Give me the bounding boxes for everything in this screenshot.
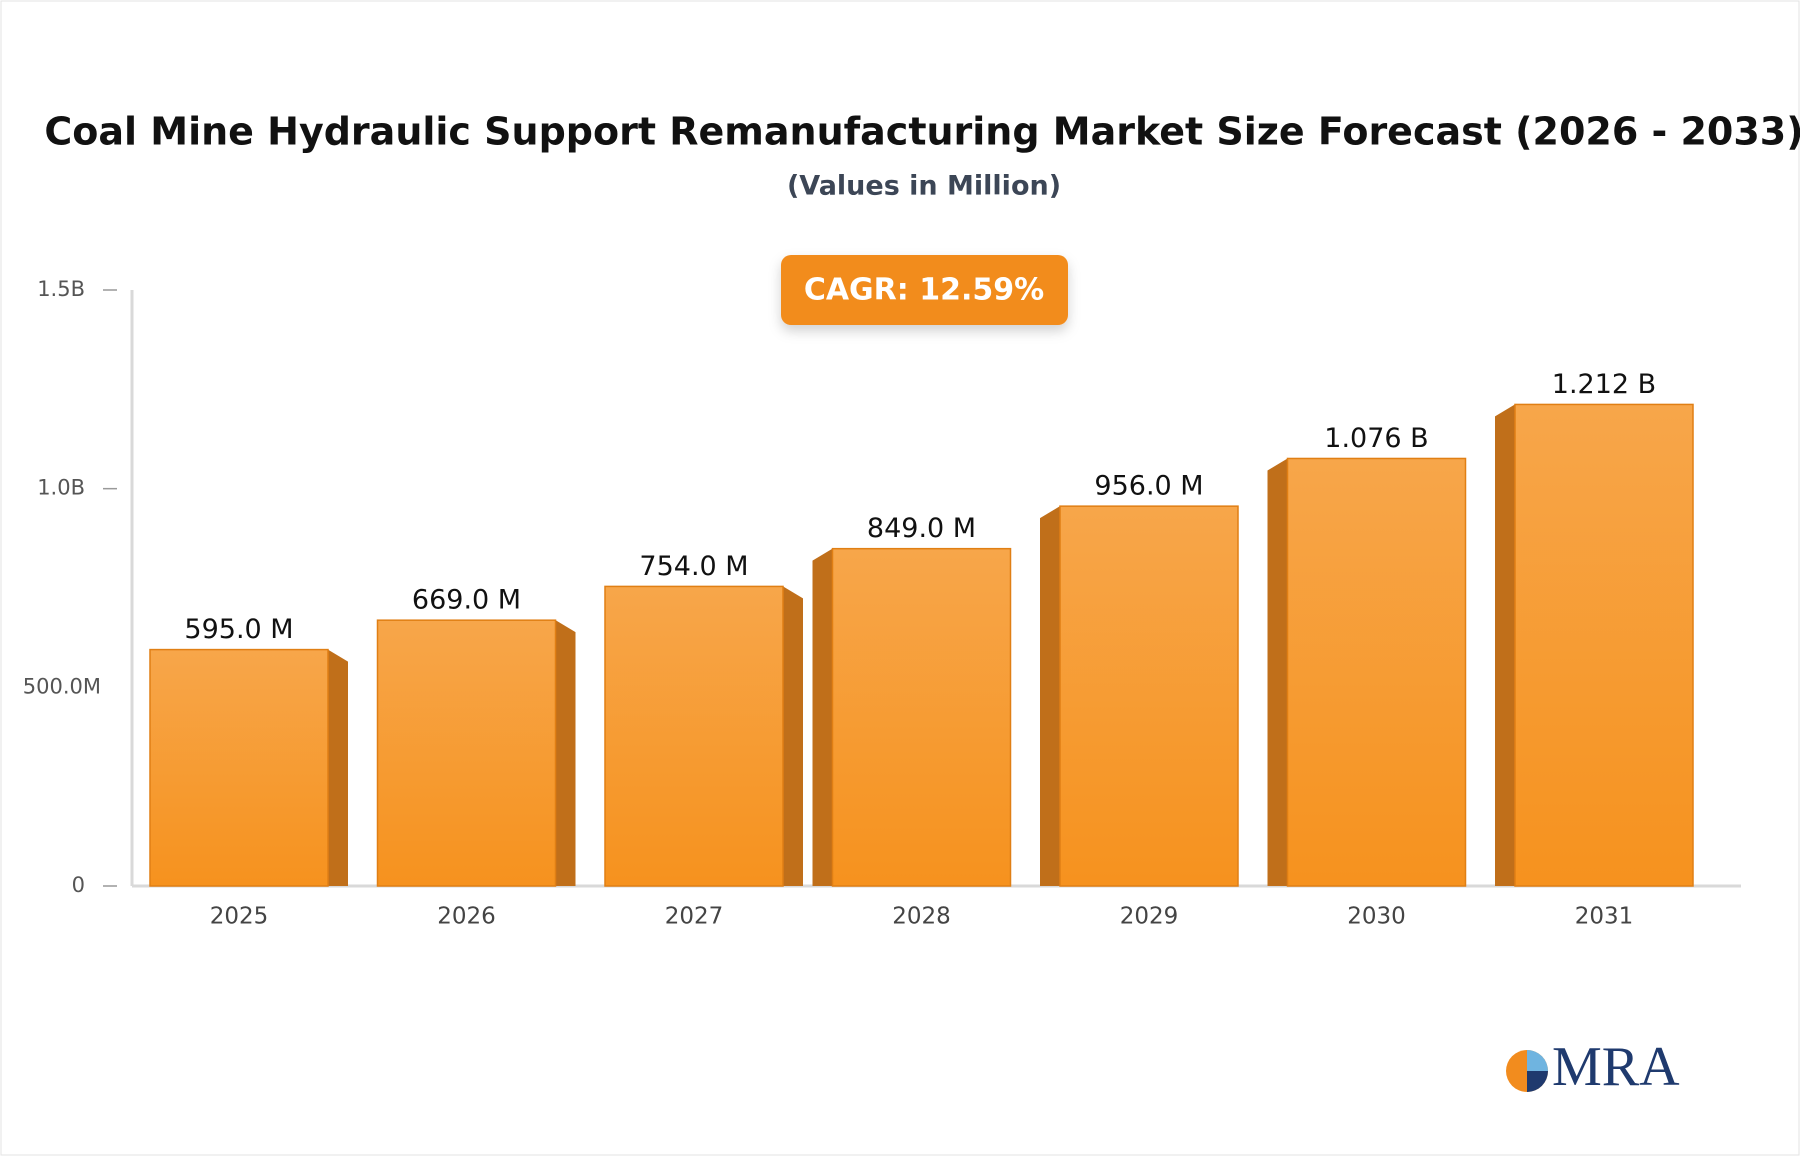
x-tick-label: 2029 bbox=[1120, 904, 1179, 930]
logo-text: MRA bbox=[1552, 1036, 1680, 1098]
bar bbox=[831, 547, 1012, 887]
x-tick-label: 2027 bbox=[665, 904, 724, 930]
bar-side bbox=[783, 586, 803, 886]
y-tick-label: 0 bbox=[72, 873, 85, 897]
x-tick-label: 2026 bbox=[437, 904, 496, 930]
x-tick-label: 2028 bbox=[892, 904, 951, 930]
bar bbox=[1059, 505, 1239, 887]
bar bbox=[149, 648, 329, 887]
x-tick-label: 2025 bbox=[210, 904, 269, 930]
value-label: 754.0 M bbox=[639, 551, 748, 582]
value-label: 1.076 B bbox=[1324, 423, 1428, 454]
bar-side bbox=[812, 548, 833, 886]
value-label: 849.0 M bbox=[867, 513, 976, 544]
bar-side bbox=[1040, 506, 1060, 886]
badge-box bbox=[781, 255, 1068, 325]
value-label: 595.0 M bbox=[184, 614, 293, 645]
cagr-badge: CAGR: 12.59% bbox=[781, 255, 1068, 325]
logo-slice bbox=[1527, 1071, 1548, 1092]
badge-text: CAGR: 12.59% bbox=[804, 273, 1044, 308]
bar bbox=[1286, 457, 1467, 887]
value-label: 956.0 M bbox=[1094, 471, 1203, 502]
chart-title: Coal Mine Hydraulic Support Remanufactur… bbox=[44, 110, 1800, 154]
bar-side bbox=[1495, 404, 1515, 886]
logo-slice bbox=[1527, 1050, 1548, 1071]
bar-side bbox=[555, 620, 576, 886]
logo: MRA bbox=[1506, 1036, 1680, 1098]
y-tick-label: 1.0B bbox=[37, 476, 85, 500]
value-label: 669.0 M bbox=[412, 585, 521, 616]
bar-side bbox=[328, 649, 348, 886]
bar bbox=[376, 619, 557, 887]
y-tick-label: 500.0M bbox=[23, 674, 101, 698]
x-tick-label: 2030 bbox=[1347, 904, 1406, 930]
y-tick-label: 1.5B bbox=[37, 277, 85, 301]
chart-subtitle: (Values in Million) bbox=[787, 171, 1061, 202]
x-tick-label: 2031 bbox=[1575, 904, 1634, 930]
bar bbox=[1514, 403, 1694, 887]
value-label: 1.212 B bbox=[1552, 369, 1656, 400]
bar bbox=[604, 585, 784, 887]
bar-side bbox=[1267, 458, 1288, 886]
